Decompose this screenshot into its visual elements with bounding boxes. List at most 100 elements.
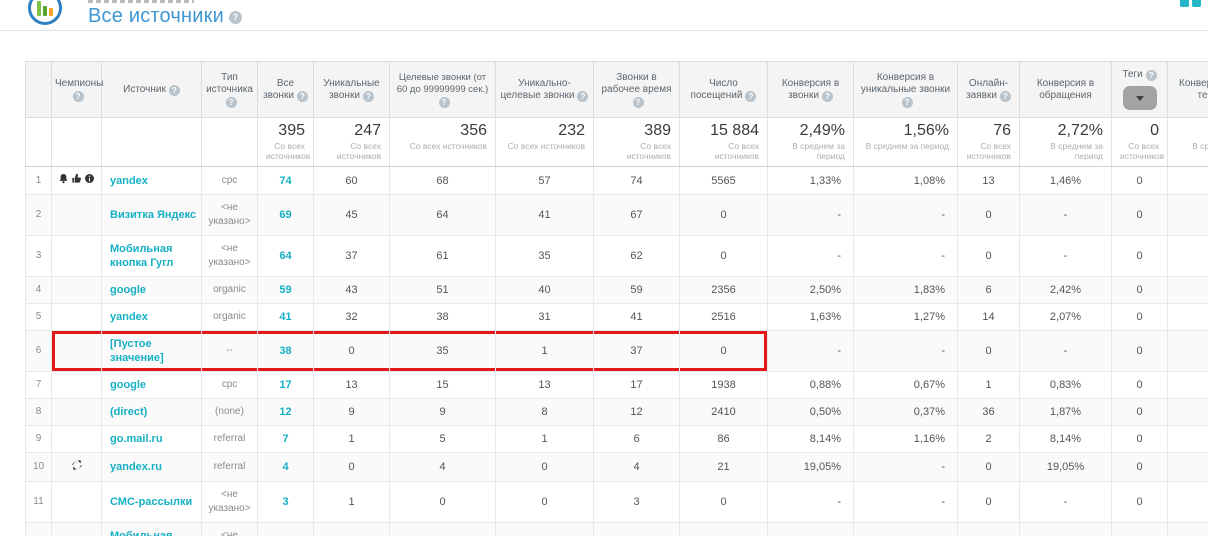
- help-icon[interactable]: ?: [1145, 70, 1157, 81]
- table-row: 8 (direct) (none) 12 9 9 8 12 2410 0,50% 0,37% 36 1,…: [25, 398, 1208, 426]
- cell-unique_target_calls: 0: [495, 481, 594, 523]
- cell-visits: 2356: [679, 276, 768, 304]
- cell-source: [Пустое значение]: [101, 330, 202, 372]
- cell-champions: [51, 522, 102, 536]
- help-icon[interactable]: ?: [745, 90, 757, 102]
- cell-conv_tags: -: [1167, 481, 1208, 523]
- cell-conv_leads: -: [1019, 194, 1112, 236]
- column-label: Чемпионы: [55, 77, 104, 89]
- chart-bar: [37, 1, 41, 16]
- cell-worktime_calls: 17: [593, 371, 680, 399]
- source-link[interactable]: go.mail.ru: [110, 433, 163, 445]
- cell-conv_tags: -: [1167, 276, 1208, 304]
- source-link[interactable]: google: [110, 379, 147, 391]
- summary-conv_tags: -В среднем за период: [1167, 117, 1208, 167]
- cell-conv_unique_calls: -: [853, 235, 958, 277]
- cell-unique_target_calls: 1: [495, 425, 594, 453]
- source-link[interactable]: yandex: [110, 174, 148, 187]
- source-link[interactable]: Мобильная кнопка Общая: [110, 530, 173, 536]
- cell-unique_target_calls: 31: [495, 303, 594, 331]
- help-icon[interactable]: ?: [438, 96, 450, 108]
- column-label: Конверсия в обращения: [1036, 77, 1095, 101]
- source-link[interactable]: google: [110, 284, 147, 296]
- corner-export-icon-fragment[interactable]: [1180, 0, 1201, 7]
- help-icon[interactable]: ?: [632, 96, 644, 108]
- thumb-up-icon[interactable]: [71, 173, 82, 188]
- cell-visits: 21: [679, 452, 768, 482]
- help-icon[interactable]: ?: [362, 90, 374, 102]
- cell-worktime_calls: 2: [593, 522, 680, 536]
- table-row: 9 go.mail.ru referral 7 1 5 1 6 86 8,14% 1,16% 2 8,1…: [25, 425, 1208, 453]
- help-icon[interactable]: ?: [577, 90, 589, 102]
- source-link[interactable]: yandex.ru: [110, 461, 162, 473]
- column-header-online_leads: Онлайн-заявки?: [957, 61, 1020, 118]
- cell-source: yandex.ru: [101, 452, 202, 482]
- cell-unique_calls: 37: [313, 235, 390, 277]
- cell-conv_leads: 1,87%: [1019, 398, 1112, 426]
- cell-online_leads: 1: [957, 371, 1020, 399]
- summary-sublabel: Со всех источников: [266, 141, 311, 161]
- cell-conv_calls: 0,88%: [767, 371, 854, 399]
- cell-num: 8: [25, 398, 52, 426]
- cell-unique_calls: 32: [313, 303, 390, 331]
- column-label: Число посещений: [690, 77, 743, 101]
- cell-all_calls: 12: [257, 398, 314, 426]
- cell-source: yandex: [101, 303, 202, 331]
- column-header-conv_unique_calls: Конверсия в уникальные звонки?: [853, 61, 958, 118]
- cell-tags: 0: [1111, 481, 1168, 523]
- cell-conv_calls: 0,50%: [767, 398, 854, 426]
- sync-icon[interactable]: [71, 459, 83, 475]
- cell-source_type: organic: [201, 303, 258, 331]
- summary-sublabel: В среднем за период: [792, 141, 845, 161]
- help-icon[interactable]: ?: [72, 90, 84, 102]
- source-link[interactable]: (direct): [110, 406, 148, 418]
- cell-all_calls: 7: [257, 425, 314, 453]
- cell-tags: 0: [1111, 371, 1168, 399]
- help-icon[interactable]: ?: [168, 84, 180, 96]
- table-row: 7 google cpc 17 13 15 13 17 1938 0,88% 0,67% 1 0,83%…: [25, 371, 1208, 399]
- summary-tags: 0 Со всех источников: [1111, 117, 1168, 167]
- help-icon[interactable]: ?: [821, 90, 833, 102]
- cell-visits: 5565: [679, 166, 768, 195]
- summary-value: 0: [1150, 122, 1159, 139]
- help-icon[interactable]: ?: [225, 96, 237, 108]
- cell-worktime_calls: 74: [593, 166, 680, 195]
- cell-visits: 86: [679, 425, 768, 453]
- help-icon[interactable]: ?: [296, 90, 308, 102]
- info-icon[interactable]: [84, 173, 95, 188]
- cell-target_calls: 35: [389, 330, 496, 372]
- table-row: 2 Визитка Яндекс <не указано> 69 45 64 41 67 0- -…: [25, 194, 1208, 236]
- cell-conv_calls: 1,33%: [767, 166, 854, 195]
- help-icon[interactable]: ?: [999, 90, 1011, 102]
- source-link[interactable]: [Пустое значение]: [110, 338, 164, 364]
- summary-value: 395: [278, 122, 305, 139]
- cell-unique_target_calls: 57: [495, 166, 594, 195]
- cell-target_calls: 4: [389, 452, 496, 482]
- title-help-icon[interactable]: ?: [228, 11, 242, 24]
- source-link[interactable]: Мобильная кнопка Гугл: [110, 243, 174, 269]
- table-summary: 395 Со всех источников 247 Со всех источник…: [25, 117, 1208, 167]
- cell-worktime_calls: 67: [593, 194, 680, 236]
- column-label: Уникально-целевые звонки: [500, 77, 575, 101]
- cell-champions: [51, 452, 102, 482]
- summary-worktime_calls: 389 Со всех источников: [593, 117, 680, 167]
- tags-filter-button[interactable]: [1122, 86, 1157, 110]
- source-link[interactable]: yandex: [110, 311, 148, 323]
- column-label: Конверсия в звонки: [781, 77, 840, 101]
- cell-all_calls: 41: [257, 303, 314, 331]
- cell-source_type: organic: [201, 276, 258, 304]
- chevron-down-icon: [1135, 95, 1144, 101]
- help-icon[interactable]: ?: [901, 96, 913, 108]
- cell-conv_tags: -: [1167, 398, 1208, 426]
- cell-worktime_calls: 3: [593, 481, 680, 523]
- source-link[interactable]: Визитка Яндекс: [110, 209, 197, 221]
- summary-sublabel: Со всех источников: [1120, 141, 1165, 161]
- source-link[interactable]: СМС-рассылки: [110, 496, 193, 508]
- cell-conv_leads: 2,07%: [1019, 303, 1112, 331]
- cell-worktime_calls: 37: [593, 330, 680, 372]
- bell-icon[interactable]: [58, 173, 69, 188]
- cell-unique_target_calls: 35: [495, 235, 594, 277]
